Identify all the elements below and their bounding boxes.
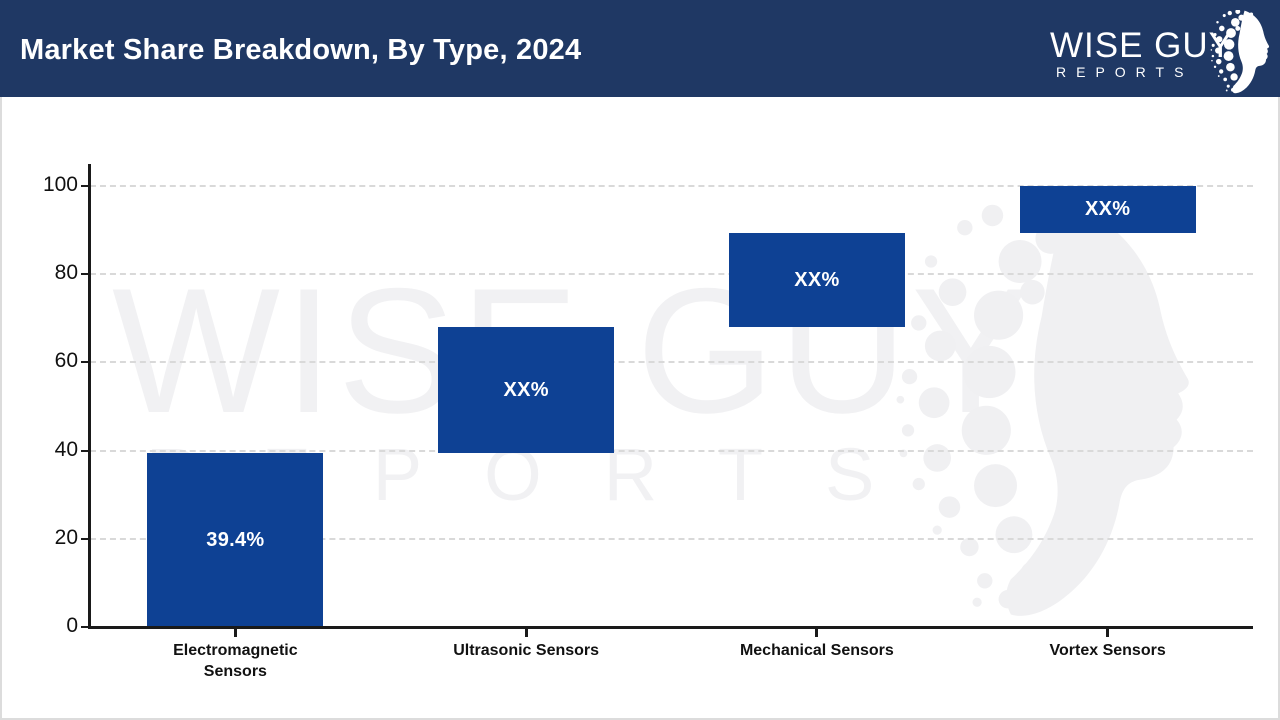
dotted-head-icon — [1208, 10, 1270, 96]
x-tick-mark-ultrasonic-sensors — [524, 629, 528, 637]
y-tick-label-60: 60 — [54, 349, 78, 373]
bar-vortex-sensors: XX% — [1019, 186, 1196, 234]
brand-name: WISE GUY — [1050, 26, 1234, 65]
x-tick-mark-mechanical-sensors — [815, 629, 819, 637]
bar-value-label-vortex-sensors: XX% — [1084, 198, 1131, 221]
bar-value-label-ultrasonic-sensors: XX% — [503, 378, 549, 401]
y-tick-label-20: 20 — [54, 525, 78, 549]
x-tick-mark-vortex-sensors — [1106, 629, 1110, 637]
x-tick-mark-electromagnetic-sensors — [233, 629, 237, 637]
gridline-40 — [90, 449, 1253, 452]
y-tick-mark-40 — [81, 449, 90, 452]
bar-value-label-mechanical-sensors: XX% — [794, 268, 840, 291]
y-tick-mark-20 — [81, 537, 90, 540]
bar-mechanical-sensors: XX% — [728, 233, 905, 328]
x-category-label-ultrasonic-sensors: Ultrasonic Sensors — [453, 642, 600, 659]
gridline-80 — [90, 273, 1253, 276]
bar-value-label-electromagnetic-sensors: 39.4% — [206, 528, 265, 551]
brand-tagline: REPORTS — [1056, 64, 1194, 80]
y-tick-mark-60 — [81, 361, 90, 364]
y-axis-line — [88, 164, 91, 629]
y-tick-label-100: 100 — [42, 173, 78, 196]
y-tick-label-0: 0 — [66, 614, 78, 637]
bar-electromagnetic-sensors: 39.4% — [147, 453, 324, 627]
x-axis-line — [88, 626, 1253, 629]
x-category-label-electromagnetic-sensors: Electromagnetic Sensors — [173, 642, 298, 680]
y-tick-label-40: 40 — [54, 437, 78, 461]
y-tick-label-80: 80 — [54, 261, 78, 285]
gridline-20 — [90, 537, 1253, 540]
gridline-60 — [90, 361, 1253, 364]
y-tick-mark-80 — [81, 273, 90, 276]
x-category-label-mechanical-sensors: Mechanical Sensors — [739, 642, 894, 659]
x-category-label-vortex-sensors: Vortex Sensors — [1049, 642, 1166, 659]
bar-ultrasonic-sensors: XX% — [438, 327, 615, 454]
gridline-100 — [90, 185, 1253, 187]
page-title: Market Share Breakdown, By Type, 2024 — [20, 34, 582, 66]
y-tick-mark-100 — [81, 185, 90, 187]
y-tick-mark-0 — [81, 626, 90, 628]
header-bar: Market Share Breakdown, By Type, 2024 WI… — [0, 0, 1280, 97]
brand-logo: WISE GUY REPORTS — [1016, 6, 1266, 94]
